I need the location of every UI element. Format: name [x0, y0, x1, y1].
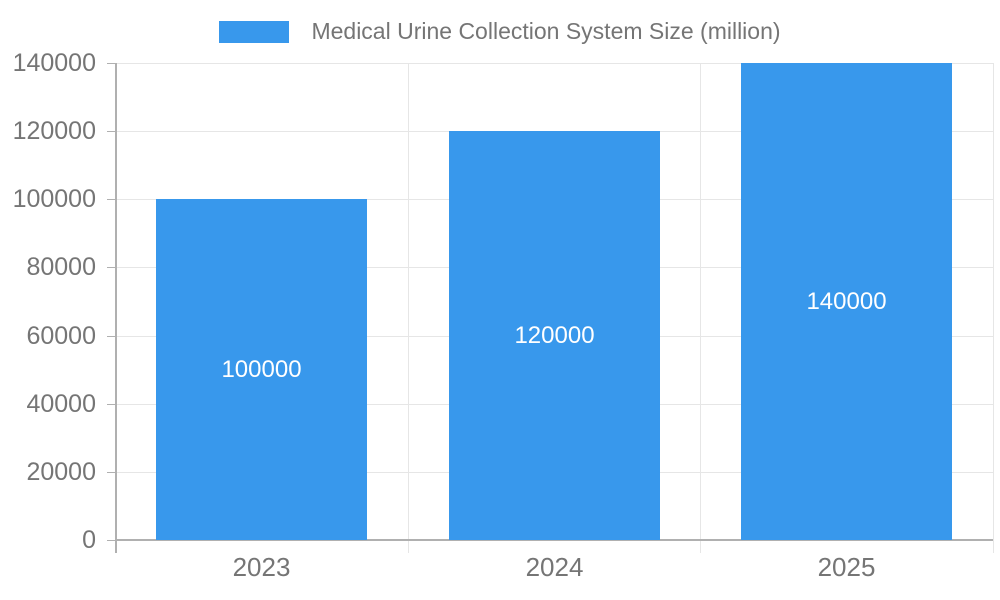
x-tick-label: 2023	[232, 552, 291, 582]
plot-right-border	[993, 63, 994, 553]
x-gridline	[700, 63, 701, 553]
y-axis-tick	[107, 131, 115, 132]
bar-value-label: 120000	[514, 322, 595, 349]
y-tick-label: 120000	[12, 117, 96, 145]
y-tick-label: 60000	[26, 322, 96, 350]
bar-2023[interactable]	[156, 199, 367, 540]
y-axis-tick	[107, 336, 115, 337]
bar-2024[interactable]	[449, 131, 660, 540]
y-axis-tick	[107, 267, 115, 268]
y-axis-tick	[107, 199, 115, 200]
y-axis-line	[115, 63, 117, 553]
chart-legend[interactable]: Medical Urine Collection System Size (mi…	[0, 18, 1000, 45]
bar-value-label: 100000	[221, 356, 302, 383]
y-tick-label: 20000	[26, 458, 96, 486]
bar-value-label: 140000	[806, 288, 887, 315]
legend-swatch-icon	[219, 20, 290, 43]
x-axis-line	[115, 539, 993, 541]
legend-label: Medical Urine Collection System Size (mi…	[311, 18, 781, 44]
y-axis-tick	[107, 540, 115, 541]
x-tick-label: 2024	[525, 552, 584, 582]
y-axis-tick	[107, 63, 115, 64]
x-tick-label: 2025	[817, 552, 876, 582]
y-tick-label: 80000	[26, 253, 96, 281]
y-tick-label: 100000	[12, 185, 96, 213]
y-axis-tick	[107, 472, 115, 473]
y-tick-label: 40000	[26, 390, 96, 418]
y-tick-label: 140000	[12, 49, 96, 77]
y-tick-label: 0	[82, 526, 96, 554]
y-gridline	[115, 63, 993, 64]
bar-2025[interactable]	[741, 63, 952, 540]
x-gridline	[408, 63, 409, 553]
y-axis-tick	[107, 404, 115, 405]
